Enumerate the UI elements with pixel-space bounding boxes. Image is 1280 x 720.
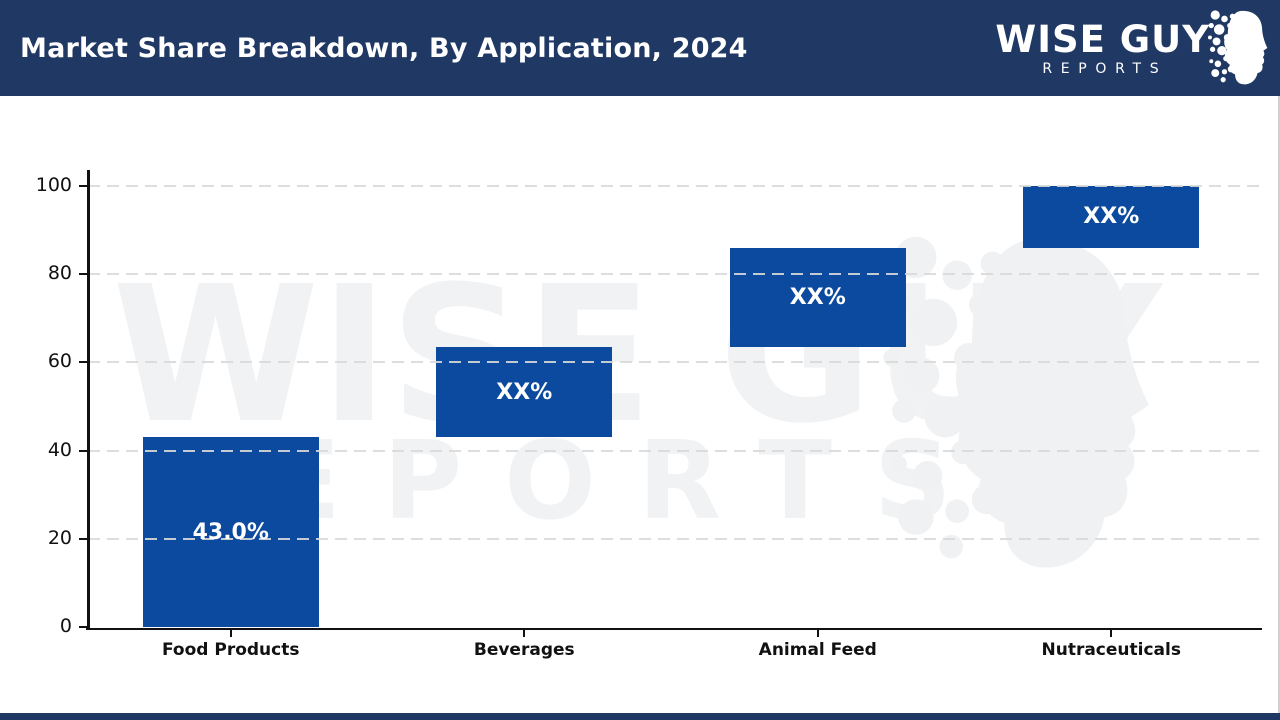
- page-header: Market Share Breakdown, By Application, …: [0, 0, 1280, 96]
- y-tick: [79, 361, 87, 364]
- bar-value-label: XX%: [496, 379, 553, 405]
- x-category-label: Food Products: [162, 640, 300, 660]
- y-tick-label: 100: [35, 174, 72, 196]
- x-category-label: Beverages: [473, 640, 575, 660]
- y-tick-label: 0: [59, 615, 72, 637]
- y-tick-label: 60: [47, 350, 72, 373]
- wise-guy-head-watermark-icon: [883, 236, 1149, 568]
- y-tick: [79, 537, 87, 540]
- y-tick: [79, 449, 87, 452]
- bar-value-label: 43.0%: [192, 519, 269, 545]
- y-tick: [79, 273, 87, 276]
- bar-animal-feed: [729, 247, 906, 347]
- x-tick: [1110, 630, 1113, 637]
- y-gridline: [88, 361, 1262, 364]
- x-axis: [86, 627, 1262, 630]
- watermark-line1: WISE GUY: [112, 246, 1162, 465]
- footer-bar: [0, 713, 1280, 720]
- x-category-label: Animal Feed: [758, 640, 877, 660]
- x-category-label: Nutraceuticals: [1041, 640, 1181, 660]
- wise-guy-head-icon: [1207, 10, 1268, 85]
- logo-wordmark: WISE GUY: [995, 17, 1210, 61]
- y-gridline: [88, 449, 1262, 452]
- y-tick-label: 80: [47, 262, 72, 285]
- y-gridline: [88, 273, 1262, 276]
- y-tick-label: 20: [47, 526, 72, 549]
- y-tick: [79, 185, 87, 187]
- page-title: Market Share Breakdown, By Application, …: [20, 32, 748, 64]
- y-axis: [87, 170, 90, 630]
- right-edge-border: [1278, 0, 1280, 720]
- logo-subtitle: REPORTS: [1042, 60, 1168, 77]
- x-tick: [816, 630, 819, 637]
- bar-value-label: XX%: [789, 284, 846, 310]
- bar-food-products: [142, 437, 319, 627]
- x-tick: [229, 630, 232, 637]
- y-gridline: [88, 185, 1262, 187]
- y-tick-label: 40: [47, 438, 72, 461]
- logo-text: WISE GUY REPORTS: [995, 17, 1210, 77]
- x-tick: [523, 630, 526, 637]
- y-gridline: [88, 537, 1262, 540]
- bar-value-label: XX%: [1083, 204, 1140, 230]
- wise-guy-logo: WISE GUY REPORTS: [995, 4, 1272, 92]
- y-tick: [79, 626, 87, 628]
